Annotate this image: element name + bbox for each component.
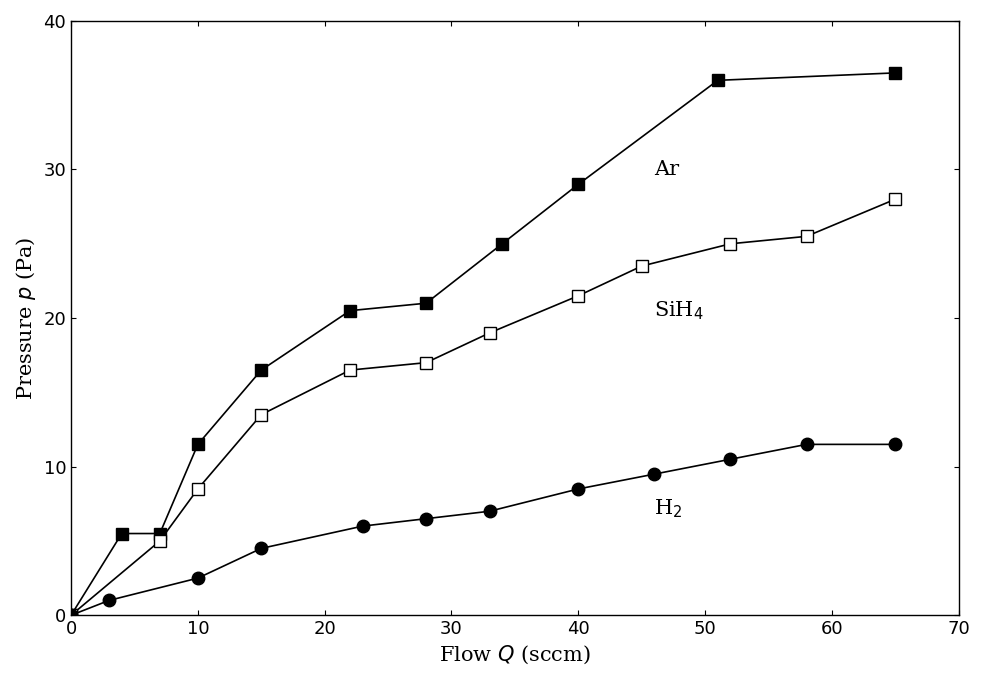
Y-axis label: Pressure $p$ (Pa): Pressure $p$ (Pa) — [14, 237, 38, 400]
X-axis label: Flow $Q$ (sccm): Flow $Q$ (sccm) — [439, 644, 590, 666]
Text: Ar: Ar — [654, 160, 680, 179]
Text: H$_2$: H$_2$ — [654, 497, 683, 520]
Text: SiH$_4$: SiH$_4$ — [654, 299, 705, 322]
